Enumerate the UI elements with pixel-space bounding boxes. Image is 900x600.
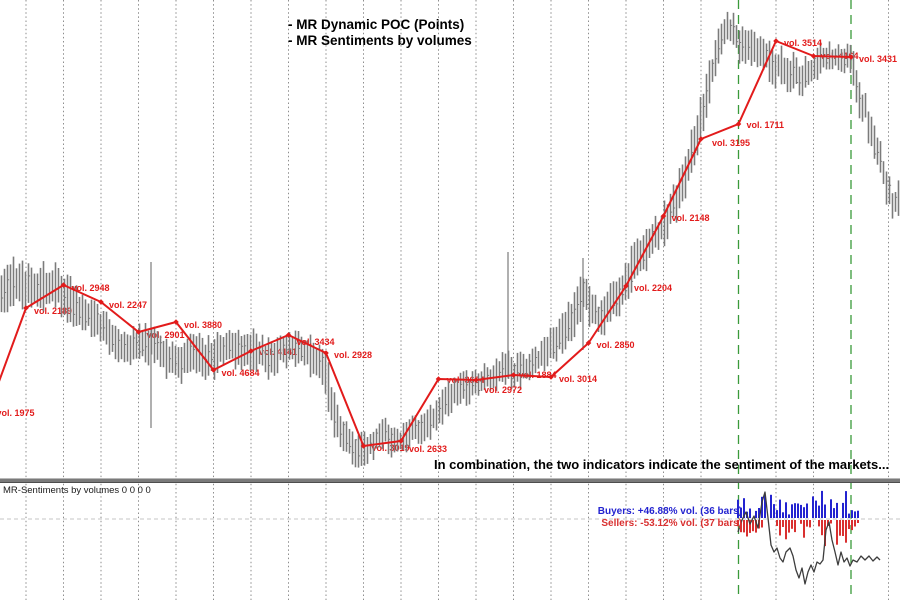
annotation-text: In combination, the two indicators indic… — [434, 457, 890, 472]
poc-point-marker[interactable] — [660, 213, 667, 219]
poc-point-label: vol. 3431 — [859, 54, 897, 64]
poc-point-label: vol. 2189 — [34, 306, 72, 316]
poc-point-marker[interactable] — [848, 54, 854, 60]
poc-point-label: vol. 2204 — [634, 283, 672, 293]
poc-point-marker[interactable] — [135, 329, 142, 335]
poc-point-marker[interactable] — [510, 372, 517, 378]
panel-splitter[interactable] — [0, 478, 900, 483]
sellers-stat: Sellers: -53.12% vol. (37 bars) — [601, 518, 742, 529]
poc-point-label: vol. 2928 — [334, 350, 372, 360]
poc-point-marker[interactable] — [623, 283, 629, 289]
dynamic-poc-line — [0, 38, 854, 449]
poc-polyline — [0, 40, 852, 447]
poc-point-label: vol. 3195 — [712, 138, 750, 148]
sentiment-line — [737, 491, 881, 585]
poc-point-marker[interactable] — [473, 377, 479, 383]
poc-point-marker[interactable] — [360, 443, 367, 449]
poc-point-label: vol. 4684 — [222, 368, 260, 378]
poc-point-label: vol. 2972 — [484, 385, 522, 395]
poc-point-marker[interactable] — [773, 38, 779, 44]
poc-point-marker[interactable] — [60, 282, 67, 288]
poc-point-marker[interactable] — [210, 367, 217, 373]
poc-point-marker[interactable] — [285, 332, 292, 338]
indicator-title-dynamic-poc: - MR Dynamic POC (Points) — [288, 17, 465, 32]
poc-point-label: vol. 3019 — [372, 443, 410, 453]
poc-point-marker[interactable] — [735, 121, 742, 127]
poc-point-label: vol. 2901 — [147, 330, 185, 340]
poc-point-label: vol. 3514 — [784, 38, 822, 48]
poc-point-marker[interactable] — [698, 136, 704, 142]
indicator-titles: - MR Dynamic POC (Points) - MR Sentiment… — [288, 17, 472, 49]
gridlines — [25, 0, 889, 600]
buyers-stat: Buyers: +46.88% vol. (36 bars) — [597, 506, 742, 517]
poc-point-marker[interactable] — [98, 299, 104, 305]
price-bars — [0, 11, 900, 468]
poc-point-label: vol. 1711 — [747, 120, 785, 130]
poc-point-marker[interactable] — [23, 305, 29, 311]
poc-point-label: vol. 2948 — [72, 283, 110, 293]
poc-point-label: vol. 1975 — [0, 408, 35, 418]
poc-point-label: vol. 3880 — [184, 320, 222, 330]
poc-point-marker[interactable] — [248, 348, 254, 354]
sentiment-panel-label: MR-Sentiments by volumes 0 0 0 0 — [3, 485, 151, 496]
poc-point-label: vol. 2850 — [597, 340, 635, 350]
poc-point-marker[interactable] — [173, 319, 179, 325]
poc-point-label: vol. 3014 — [559, 374, 597, 384]
poc-point-label: vol. 1884 — [519, 370, 557, 380]
poc-point-marker[interactable] — [810, 53, 817, 59]
poc-point-label: vol. 3434 — [297, 337, 335, 347]
poc-point-marker[interactable] — [548, 374, 554, 380]
poc-point-label: vol. 2633 — [409, 444, 447, 454]
poc-point-label: vol. 2247 — [109, 300, 147, 310]
poc-point-marker[interactable] — [435, 376, 442, 382]
poc-point-label: vol. 2148 — [672, 213, 710, 223]
indicator-title-sentiments: - MR Sentiments by volumes — [288, 33, 472, 48]
poc-point-marker[interactable] — [585, 340, 592, 346]
poc-point-marker[interactable] — [323, 350, 329, 356]
poc-point-marker[interactable] — [398, 438, 404, 444]
